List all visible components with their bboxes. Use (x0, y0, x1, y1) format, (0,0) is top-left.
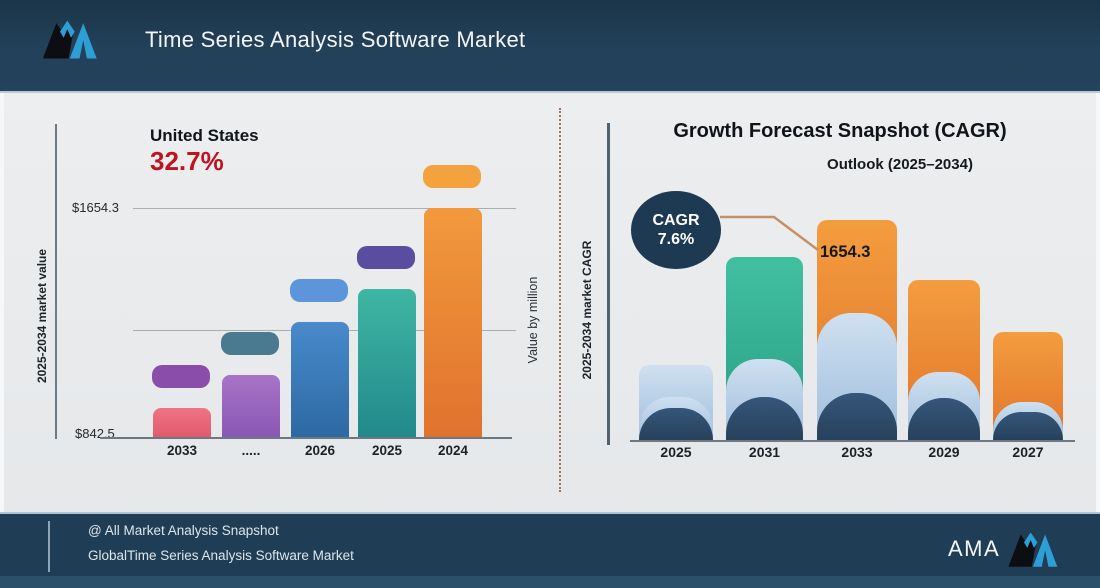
left-bar-2025 (358, 289, 416, 437)
left-y-axis-label: 2025-2034 market value (35, 248, 49, 384)
right-x-label-2031: 2031 (748, 444, 781, 460)
right-bar-dome-2027 (993, 412, 1063, 440)
left-y-axis-line (55, 124, 57, 439)
footer-band (0, 512, 1100, 588)
right-x-label-2033: 2033 (841, 444, 873, 460)
cagr-badge-value: 7.6% (657, 231, 695, 248)
left-bar-cap-2026 (290, 279, 348, 302)
right-y-axis-line (607, 123, 610, 445)
left-bar-cap-2025 (357, 246, 415, 269)
left-bar-2033 (153, 408, 211, 437)
left-bar-..... (222, 375, 280, 437)
footer-line2: GlobalTime Series Analysis Software Mark… (88, 548, 354, 563)
footer-line1: @ All Market Analysis Snapshot (88, 523, 279, 538)
left-bar-cap-2033 (152, 365, 210, 388)
right-chart-title: Growth Forecast Snapshot (CAGR) (673, 120, 1007, 142)
highlight-value: 32.7% (150, 146, 224, 176)
gridline-top (133, 208, 516, 209)
right-x-label-2027: 2027 (1012, 444, 1044, 460)
divider-axis-label: Value by million (526, 276, 540, 364)
cagr-badge-label: CAGR (652, 212, 700, 229)
right-y-axis-label: 2025-2034 market CAGR (580, 240, 594, 380)
right-x-axis-line (630, 440, 1075, 442)
left-x-label-2025: 2025 (371, 443, 403, 458)
left-x-axis-line (100, 437, 512, 439)
left-bar-cap-..... (221, 332, 279, 355)
page-title: Time Series Analysis Software Market (145, 27, 526, 52)
right-edge (1096, 93, 1100, 512)
ama-logo-icon (42, 20, 97, 59)
left-tick-top: $1654.3 (72, 200, 119, 215)
footer-separator (48, 521, 50, 572)
left-x-label-2026: 2026 (304, 443, 336, 458)
right-x-label-2029: 2029 (928, 444, 960, 460)
left-edge (0, 93, 4, 512)
left-x-label-.....: ..... (241, 443, 261, 458)
ama-logo-footer-icon (1008, 532, 1058, 567)
right-chart-subtitle: Outlook (2025–2034) (827, 156, 973, 173)
left-bar-2026 (291, 322, 349, 437)
left-bar-2024 (424, 208, 482, 437)
right-x-label-2025: 2025 (660, 444, 692, 460)
cagr-badge: CAGR 7.6% (631, 191, 721, 269)
left-x-label-2033: 2033 (166, 443, 198, 458)
footer-brand-text: AMA (948, 536, 1001, 561)
header-band (0, 0, 1100, 93)
bar-annotation: 1654.3 (820, 243, 871, 261)
panel-divider (559, 108, 561, 492)
left-bar-cap-2024 (423, 165, 481, 188)
left-x-label-2024: 2024 (437, 443, 469, 458)
footer-strip (0, 576, 1100, 588)
region-label: United States (150, 126, 259, 145)
